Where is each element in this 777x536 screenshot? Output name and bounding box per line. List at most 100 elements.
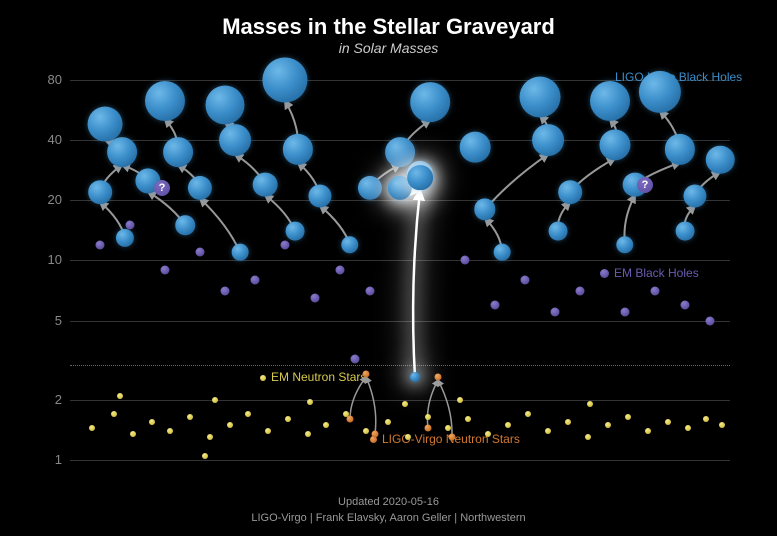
em-ns-dot [385,419,391,425]
em-bh-dot [706,316,715,325]
ligo-bh-dot [283,134,313,164]
y-axis-tick-label: 1 [32,452,62,467]
ligo-bh-dot [286,222,305,241]
em-bh-dot [126,221,135,230]
em-bh-dot [576,287,585,296]
ligo-bh-dot [253,172,278,197]
ligo-ns-dot [435,374,442,381]
ligo-bh-dot [599,129,630,160]
ligo-bh-dot [683,185,706,208]
em-ns-dot [565,419,571,425]
ligo-bh-dot [175,216,195,236]
em-ns-dot [323,422,329,428]
ligo-ns-dot [372,430,379,437]
em-ns-dot [245,411,251,417]
em-ns-dot [719,422,725,428]
ligo-bh-dot [219,124,251,156]
merger-arrow [413,190,420,377]
em-bh-dot [281,240,290,249]
y-axis-tick-label: 40 [32,132,62,147]
em-bh-dot [651,287,660,296]
em-ns-dot [187,414,193,420]
em-ns-dot [285,416,291,422]
ligo-bh-dot [163,137,193,167]
em-ns-dot [117,393,123,399]
ligo-bh-dot [520,76,561,117]
ligo-bh-dot [532,124,564,156]
chart-footer: Updated 2020-05-16 LIGO-Virgo | Frank El… [0,495,777,526]
gridline [70,260,730,261]
em-ns-dot [457,397,463,403]
em-ns-dot [227,422,233,428]
highlight-final-dot [407,165,433,191]
em-ns-dot [130,431,136,437]
gridline [70,400,730,401]
ligo-bh-dot [358,176,382,200]
em-ns-dot [665,419,671,425]
gridline [70,321,730,322]
ligo-bh-dot [665,134,695,164]
footer-date: Updated 2020-05-16 [0,495,777,510]
em-ns-dot [305,431,311,437]
ligo-bh-dot [116,229,134,247]
em-bh-dot [311,293,320,302]
category-label: EM Black Holes [600,266,699,280]
ligo-ns-dot [425,424,432,431]
ligo-bh-dot [590,81,630,121]
em-ns-dot [625,414,631,420]
arrow-layer [70,70,730,460]
ligo-bh-dot [232,244,249,261]
ligo-bh-dot [410,82,450,122]
ligo-bh-dot [494,244,511,261]
em-ns-dot [525,411,531,417]
em-ns-dot [111,411,117,417]
ligo-bh-dot [88,180,112,204]
em-bh-dot [221,287,230,296]
ligo-bh-dot [262,58,307,103]
category-label: LIGO-Virgo Neutron Stars [370,432,520,446]
em-ns-dot [149,419,155,425]
gridline [70,460,730,461]
ligo-bh-dot [205,86,244,125]
y-axis-tick-label: 20 [32,192,62,207]
ligo-ns-dot [363,370,370,377]
ligo-bh-dot [341,236,358,253]
em-ns-dot [207,434,213,440]
stellar-graveyard-chart: Masses in the Stellar Graveyard in Solar… [0,0,777,536]
ligo-bh-dot [549,222,568,241]
em-ns-dot [402,401,408,407]
ligo-bh-dot [616,236,633,253]
em-bh-dot [491,300,500,309]
merger-arrow [200,198,240,252]
em-bh-dot [681,300,690,309]
highlight-secondary-dot [410,372,420,382]
gridline [70,200,730,201]
chart-subtitle: in Solar Masses [0,40,777,56]
em-ns-dot [89,425,95,431]
category-label: EM Neutron Stars [260,370,366,384]
em-bh-dot [551,308,560,317]
em-bh-dot [351,355,360,364]
em-ns-dot [703,416,709,422]
chart-title: Masses in the Stellar Graveyard [0,14,777,40]
ligo-bh-dot [676,222,695,241]
ligo-bh-dot [474,199,495,220]
ligo-bh-dot [308,185,331,208]
em-ns-dot [485,431,491,437]
em-ns-dot [645,428,651,434]
footer-credit: LIGO-Virgo | Frank Elavsky, Aaron Geller… [0,511,777,526]
em-ns-dot [202,453,208,459]
em-bh-dot [621,308,630,317]
em-ns-dot [212,397,218,403]
ligo-ns-dot [449,434,456,441]
ligo-bh-dot [639,71,681,113]
em-bh-dot [161,265,170,274]
merger-arrow [427,380,438,428]
em-ns-dot [363,428,369,434]
em-bh-dot [336,265,345,274]
ligo-bh-dot [558,180,582,204]
ligo-bh-dot [460,132,491,163]
y-axis-tick-label: 80 [32,72,62,87]
em-ns-dot [425,414,431,420]
y-axis-tick-label: 5 [32,313,62,328]
